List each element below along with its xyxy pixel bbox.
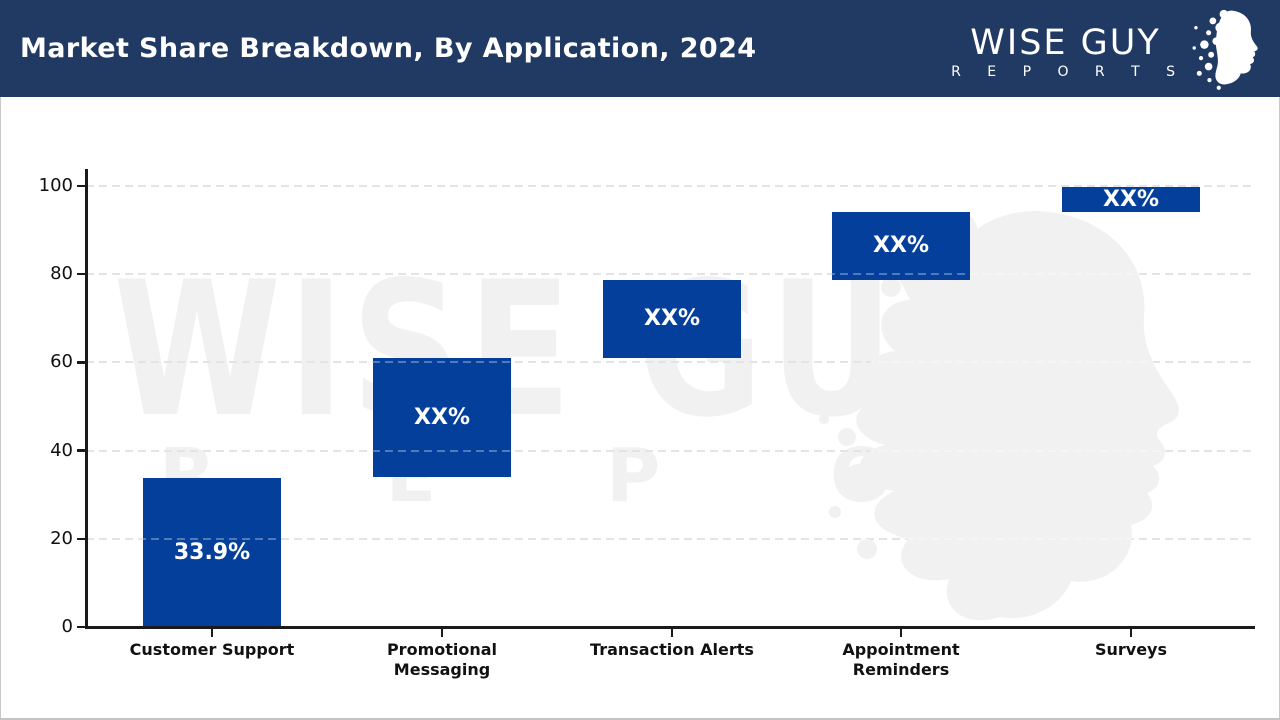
y-tick-label-60: 60: [50, 351, 73, 373]
logo-name: WISE GUY: [970, 22, 1161, 63]
logo-subtext: R E P O R T S: [951, 63, 1186, 80]
y-tick-label-40: 40: [50, 439, 73, 461]
y-tick-label-0: 0: [61, 616, 73, 637]
y-tick-label-80: 80: [50, 263, 73, 285]
x-category-label-surveys: Surveys: [1094, 640, 1168, 659]
bar-value-label: 33.9%: [173, 539, 251, 565]
grid-line-20: [86, 537, 1255, 540]
bar-promotional-messaging: XX%: [373, 357, 511, 478]
bar-value-label: XX%: [1103, 186, 1159, 212]
y-tick-60: [77, 361, 86, 364]
y-tick-label-100: 100: [38, 175, 73, 196]
y-tick-80: [77, 272, 86, 276]
grid-line-40: [86, 449, 1255, 452]
bar-appointment-reminders: XX%: [832, 211, 970, 280]
bar-value-label: XX%: [414, 405, 470, 431]
grid-line-80: [86, 273, 1255, 276]
y-tick-label-20: 20: [50, 527, 73, 549]
grid-line-100: [86, 185, 1255, 187]
brand-logo: WISE GUY R E P O R T S: [945, 4, 1266, 92]
grid-line-20: [86, 537, 1255, 540]
y-tick-40: [77, 449, 86, 452]
bar-customer-support: 33.9%: [143, 477, 281, 627]
x-tick-appointment-reminders: [899, 628, 903, 637]
page-title: Market Share Breakdown, By Application, …: [20, 33, 757, 64]
x-category-label-customer-support: Customer Support: [129, 640, 295, 659]
logo-head-icon: [1192, 9, 1258, 90]
y-tick-100: [77, 184, 86, 188]
x-category-label-appointment-reminders: Appointment Reminders: [842, 640, 960, 679]
y-tick-0: [77, 625, 86, 629]
x-category-label-promotional-messaging: Promotional Messaging: [386, 640, 498, 679]
logo-wordmark: WISE GUY R E P O R T S: [945, 23, 1186, 80]
bar-transaction-alerts: XX%: [603, 279, 741, 358]
x-tick-surveys: [1129, 628, 1133, 637]
grid-line-40: [86, 449, 1255, 452]
chart-canvas: WISE GUY R E P O R T S 33.9%XX%XX%XX%XX%: [0, 97, 1280, 720]
x-axis-spine: [85, 626, 1255, 629]
x-tick-transaction-alerts: [670, 628, 674, 637]
y-axis-spine: [85, 169, 88, 629]
grid-line-60: [86, 361, 1255, 364]
grid-line-80: [86, 273, 1255, 276]
y-tick-20: [77, 537, 86, 541]
bar-surveys: XX%: [1062, 187, 1200, 212]
grid-line-60: [86, 361, 1255, 364]
x-tick-customer-support: [210, 628, 214, 637]
x-category-label-transaction-alerts: Transaction Alerts: [590, 640, 754, 659]
bar-value-label: XX%: [644, 306, 700, 332]
grid-line-100: [86, 185, 1255, 187]
header-bar: Market Share Breakdown, By Application, …: [0, 0, 1280, 97]
bar-value-label: XX%: [873, 233, 929, 259]
x-tick-promotional-messaging: [440, 628, 444, 637]
